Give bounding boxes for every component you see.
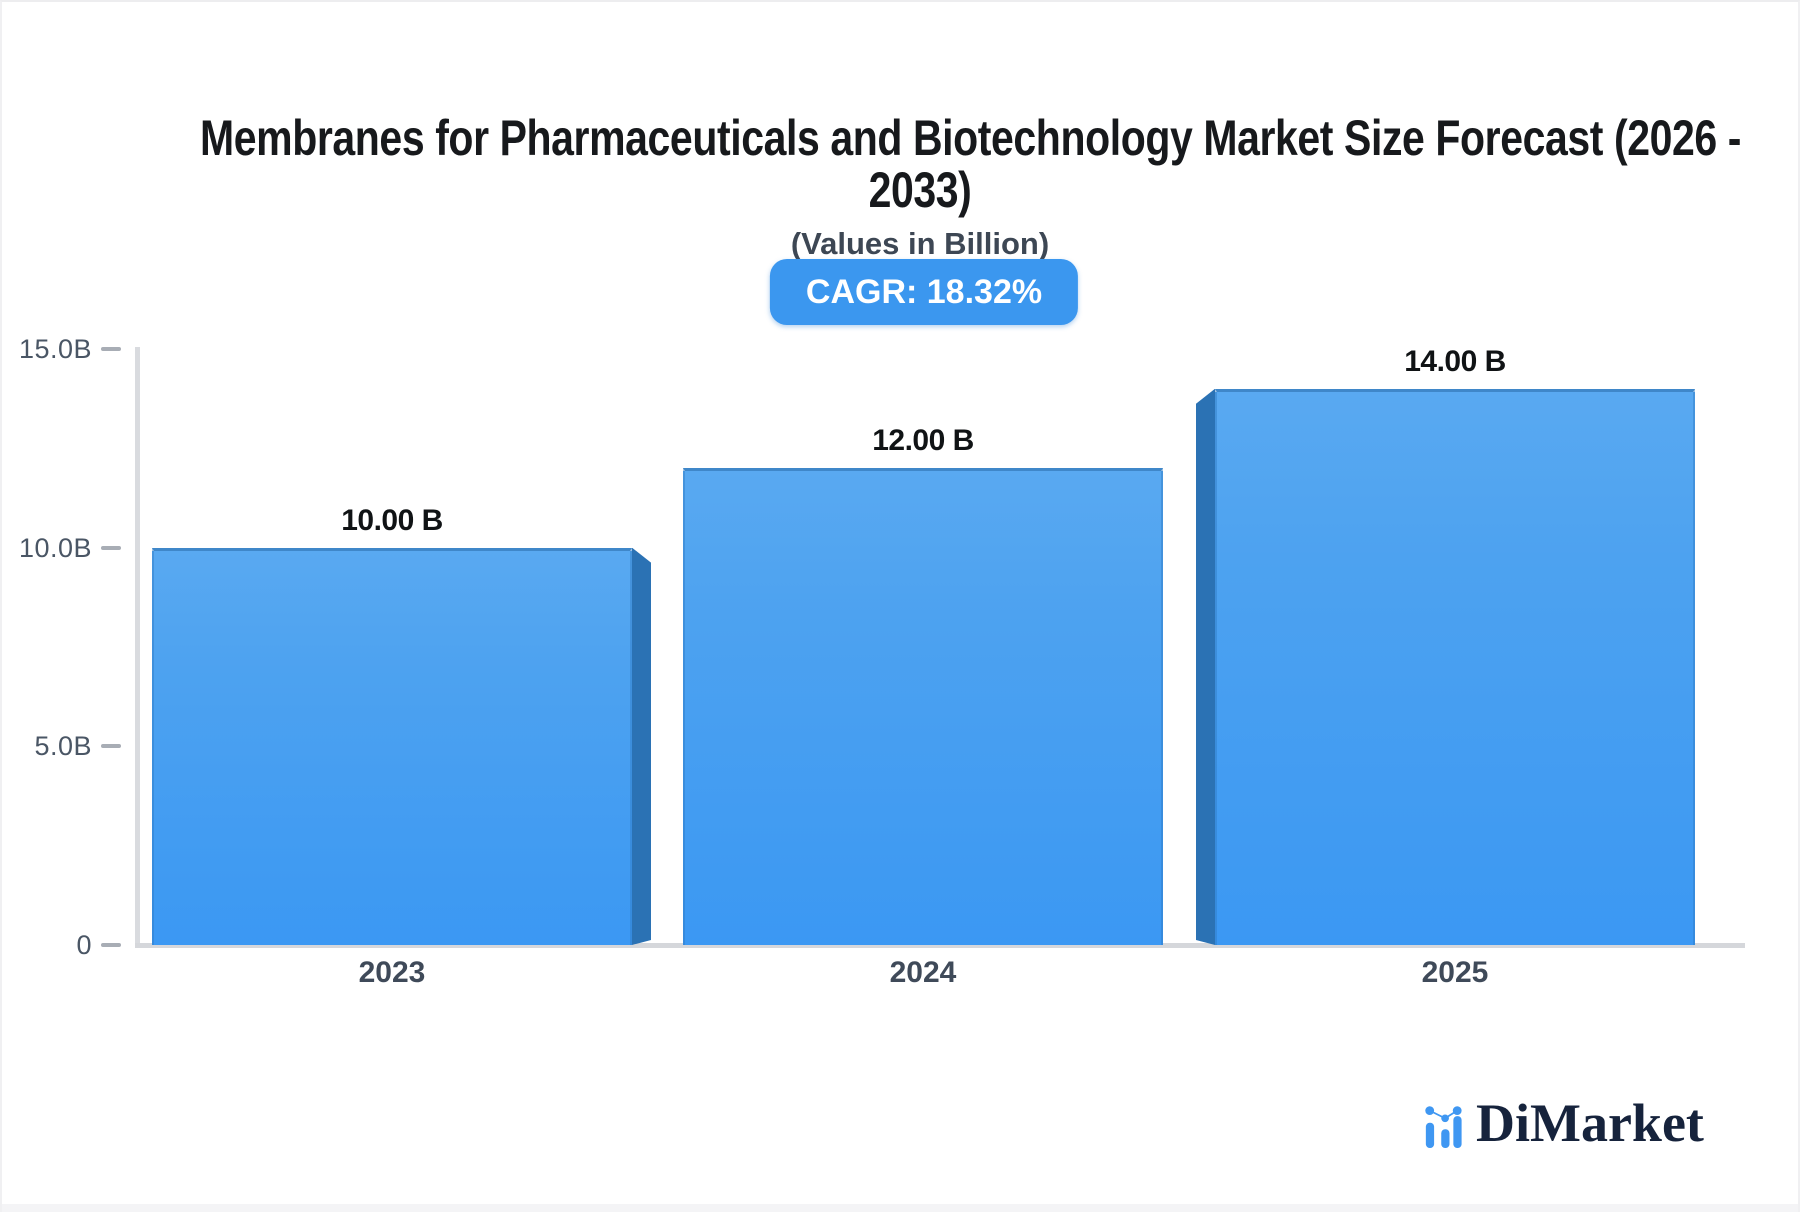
x-tick-label: 2023 bbox=[358, 956, 426, 989]
y-tick-label: 5.0B bbox=[34, 731, 92, 762]
y-tick-mark bbox=[101, 545, 121, 550]
mini-bar-chart-icon bbox=[1425, 1106, 1462, 1148]
y-tick-label: 10.0B bbox=[18, 532, 92, 563]
chart-title-line-1: Membranes for Pharmaceuticals and Biotec… bbox=[200, 110, 1742, 166]
chart-title: Membranes for Pharmaceuticals and Biotec… bbox=[42, 112, 1798, 216]
chart-title-line-2: 2033) bbox=[868, 162, 972, 218]
y-tick-label: 0 bbox=[76, 930, 92, 960]
x-axis-line bbox=[135, 943, 1745, 948]
y-tick-mark bbox=[101, 744, 121, 749]
x-tick-label: 2025 bbox=[1421, 956, 1489, 989]
bar-2025 bbox=[1215, 388, 1695, 945]
y-axis-line bbox=[135, 347, 140, 947]
bottom-strip bbox=[2, 1204, 1798, 1212]
cagr-badge: CAGR: 18.32% bbox=[769, 259, 1079, 325]
logo-text: DiMarket bbox=[1476, 1093, 1704, 1153]
chart-subtitle: (Values in Billion) bbox=[790, 226, 1050, 261]
y-tick-mark bbox=[101, 943, 121, 947]
bar-2023 bbox=[152, 547, 632, 945]
x-tick-label: 2024 bbox=[889, 956, 957, 989]
y-tick-label: 15.0B bbox=[18, 334, 92, 364]
dimarket-logo: DiMarket bbox=[1424, 1096, 1704, 1150]
bar-3d-side bbox=[1196, 389, 1215, 945]
bar-value-label: 10.00 B bbox=[341, 503, 443, 537]
bar-3d-side bbox=[632, 548, 651, 945]
bar-value-label: 14.00 B bbox=[1404, 344, 1506, 378]
bar-2024 bbox=[683, 468, 1163, 945]
bar-value-label: 12.00 B bbox=[872, 424, 974, 458]
y-tick-mark bbox=[101, 347, 121, 351]
